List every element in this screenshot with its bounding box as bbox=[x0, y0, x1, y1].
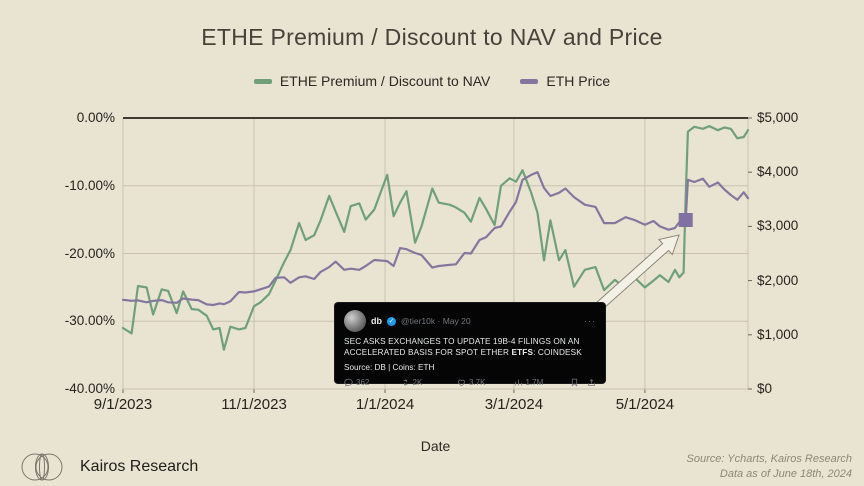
brand-logo-block: Kairos Research bbox=[14, 451, 198, 483]
tweet-replies-count: 362 bbox=[356, 378, 370, 388]
legend-item-eth-price: ETH Price bbox=[520, 73, 610, 89]
y-right-tick-label: $4,000 bbox=[757, 164, 799, 180]
bookmark-icon[interactable] bbox=[570, 378, 579, 387]
source-note: Source: Ycharts, Kairos Research Data as… bbox=[687, 452, 852, 482]
chart-legend: ETHE Premium / Discount to NAV ETH Price bbox=[0, 73, 864, 89]
tweet-card: db ✓ @tier10k · May 20 ··· SEC ASKS EXCH… bbox=[335, 303, 605, 387]
views-icon bbox=[514, 379, 522, 386]
tweet-text: SEC ASKS EXCHANGES TO UPDATE 19B-4 FILIN… bbox=[344, 336, 596, 358]
verified-badge-icon: ✓ bbox=[387, 316, 396, 326]
x-tick-label: 11/1/2023 bbox=[221, 396, 287, 413]
y-right-tick-label: $1,000 bbox=[757, 326, 799, 342]
tweet-more-icon[interactable]: ··· bbox=[584, 316, 596, 326]
x-tick-label: 5/1/2024 bbox=[615, 396, 675, 413]
y-left-tick-label: 0.00% bbox=[76, 110, 115, 125]
tweet-avatar bbox=[344, 310, 366, 332]
legend-swatch-premium-icon bbox=[253, 78, 272, 84]
y-right-tick-label: $0 bbox=[757, 381, 773, 396]
source-line-1: Source: Ycharts, Kairos Research bbox=[686, 453, 852, 465]
chart-series-lines bbox=[121, 125, 750, 351]
line-chart-plot bbox=[121, 117, 752, 393]
tweet-stats-row: 362 2K 3.7K 1.7M bbox=[344, 378, 596, 387]
tweet-text-tail: : COINDESK bbox=[533, 348, 582, 358]
y-right-tick-label: $5,000 bbox=[757, 110, 799, 125]
tweet-replies[interactable]: 362 bbox=[344, 378, 401, 387]
tweet-views[interactable]: 1.7M bbox=[514, 378, 571, 387]
tweet-handle: @tier10k · May 20 bbox=[401, 316, 471, 326]
x-tick-label: 3/1/2024 bbox=[484, 396, 544, 413]
x-axis-title: Date bbox=[420, 438, 451, 454]
tweet-likes-count: 3.7K bbox=[469, 378, 486, 388]
y-left-tick-label: -20.00% bbox=[64, 245, 115, 261]
tweet-likes[interactable]: 3.7K bbox=[457, 378, 514, 387]
x-tick-label: 9/1/2023 bbox=[93, 396, 153, 413]
legend-label-premium: ETHE Premium / Discount to NAV bbox=[279, 73, 491, 89]
legend-item-premium: ETHE Premium / Discount to NAV bbox=[253, 73, 491, 89]
tweet-header: db ✓ @tier10k · May 20 ··· bbox=[344, 310, 596, 332]
heart-icon bbox=[458, 379, 465, 387]
brand-name: Kairos Research bbox=[80, 458, 199, 475]
legend-label-eth-price: ETH Price bbox=[546, 73, 611, 89]
y-right-tick-label: $2,000 bbox=[757, 272, 799, 288]
tweet-reposts[interactable]: 2K bbox=[401, 378, 458, 387]
legend-swatch-eth-price-icon bbox=[520, 78, 539, 84]
event-marker-square bbox=[678, 213, 693, 228]
tweet-text-bold: ETFS bbox=[511, 348, 534, 358]
y-left-tick-label: -30.00% bbox=[64, 313, 115, 329]
tweet-author-name: db bbox=[371, 316, 382, 326]
tweet-actions bbox=[570, 378, 596, 387]
annotation-arrow-icon bbox=[591, 234, 680, 315]
y-right-tick-label: $3,000 bbox=[757, 218, 799, 234]
tweet-text-plain: SEC ASKS EXCHANGES TO UPDATE 19B-4 FILIN… bbox=[344, 337, 580, 358]
tweet-source-line: Source: DB | Coins: ETH bbox=[344, 363, 435, 373]
reply-icon bbox=[344, 378, 353, 387]
y-left-tick-label: -10.00% bbox=[64, 177, 115, 193]
chart-gridlines bbox=[122, 117, 752, 393]
repost-icon bbox=[403, 379, 407, 386]
x-tick-label: 1/1/2024 bbox=[355, 396, 415, 413]
source-line-2: Data as of June 18th, 2024 bbox=[719, 468, 852, 480]
chart-title: ETHE Premium / Discount to NAV and Price bbox=[201, 24, 663, 50]
tweet-views-count: 1.7M bbox=[525, 378, 544, 388]
share-icon[interactable] bbox=[587, 378, 596, 387]
y-left-tick-label: -40.00% bbox=[64, 381, 115, 396]
tweet-reposts-count: 2K bbox=[412, 378, 423, 388]
kairos-logo-icon bbox=[21, 453, 63, 481]
